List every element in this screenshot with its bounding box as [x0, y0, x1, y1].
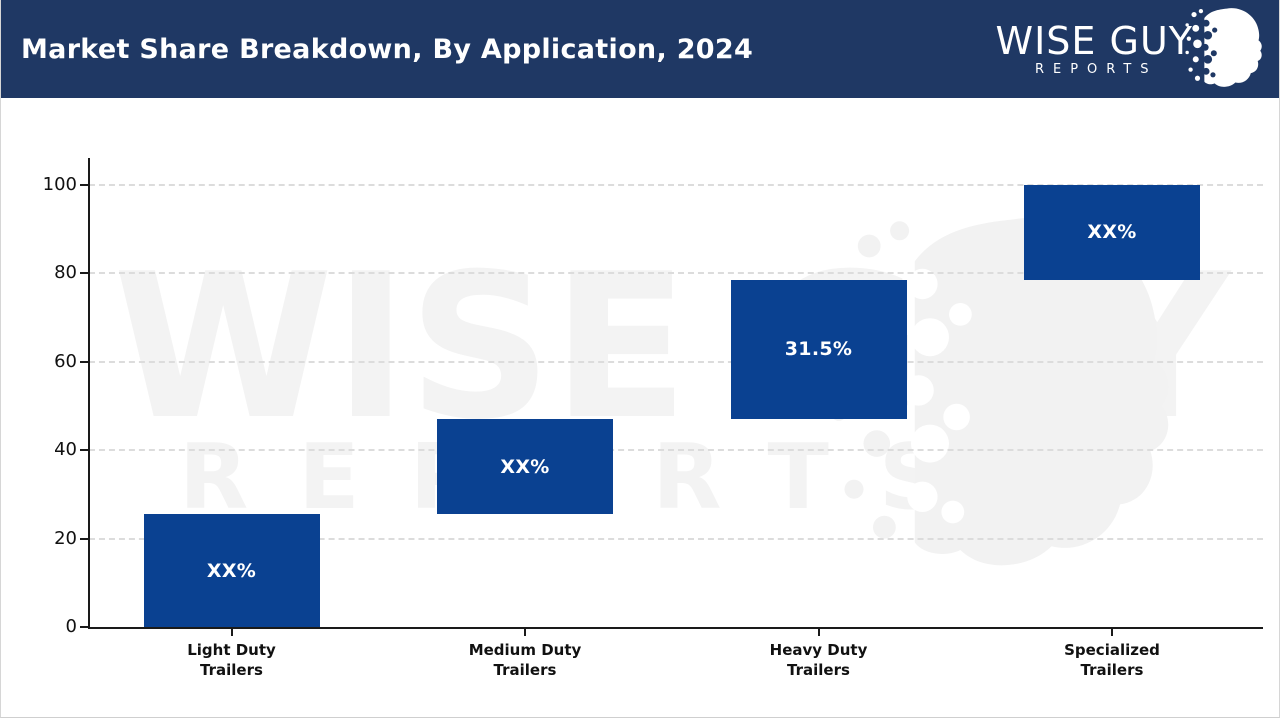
y-gridline [89, 537, 1263, 540]
x-tick-label: Specialized Trailers [1064, 641, 1160, 679]
bar-value-label: XX% [500, 455, 550, 478]
y-tick-label: 0 [65, 616, 77, 637]
x-tick-label: Light Duty Trailers [187, 641, 276, 679]
x-tick-mark [230, 629, 233, 636]
y-gridline [89, 360, 1263, 363]
y-tick-label: 40 [54, 439, 77, 460]
y-tick-mark [80, 626, 89, 628]
y-gridline [89, 449, 1263, 451]
logo-wordmark: WISE GUY [995, 19, 1193, 63]
y-tick-mark [80, 360, 89, 363]
bar-segment: XX% [143, 514, 320, 627]
logo-text: WISE GUY REPORTS [996, 21, 1193, 77]
y-tick-mark [80, 449, 89, 451]
y-axis-line [88, 158, 90, 629]
bar-value-label: 31.5% [784, 338, 853, 361]
dotted-face-icon [1185, 8, 1262, 87]
y-tick-label: 60 [54, 350, 77, 372]
x-tick-mark [524, 629, 526, 636]
y-gridline [89, 183, 1263, 186]
bar-segment: 31.5% [730, 279, 907, 419]
x-axis-line [88, 627, 1263, 629]
header-bar: Market Share Breakdown, By Application, … [1, 0, 1279, 98]
x-tick-label: Heavy Duty Trailers [769, 641, 868, 679]
bar-value-label: XX% [206, 559, 257, 582]
y-gridline [89, 272, 1263, 274]
x-tick-mark [817, 629, 820, 636]
logo-subtitle: REPORTS [1034, 62, 1158, 77]
y-tick-label: 20 [54, 527, 77, 549]
x-tick-label: Medium Duty Trailers [468, 641, 582, 679]
bar-value-label: XX% [1087, 221, 1137, 244]
y-tick-mark [80, 537, 89, 540]
y-tick-label: 80 [54, 262, 77, 283]
y-tick-label: 100 [42, 173, 77, 195]
wiseguy-logo: WISE GUY REPORTS [996, 6, 1271, 92]
bar-segment: XX% [437, 419, 613, 515]
x-tick-mark [1111, 629, 1113, 636]
chart-area: 0 20 40 60 80 100 XX% Light Duty Trailers XX% Medi… [1, 98, 1279, 717]
page-title: Market Share Breakdown, By Application, … [21, 33, 754, 65]
y-tick-mark [80, 272, 89, 274]
y-tick-mark [80, 183, 89, 186]
bar-segment: XX% [1024, 184, 1200, 280]
